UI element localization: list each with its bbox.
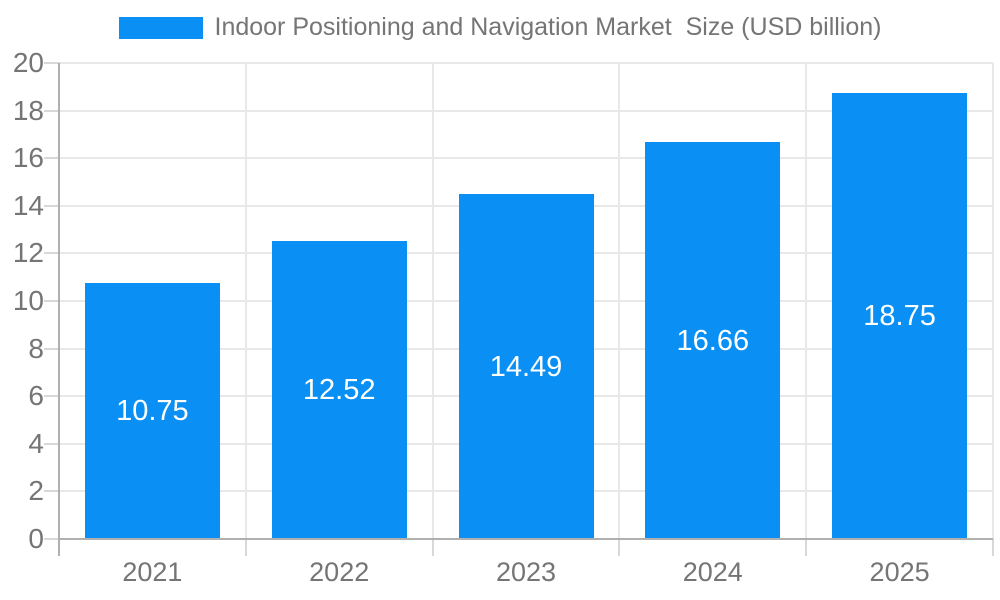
x-axis-label: 2023 bbox=[495, 557, 557, 587]
gridline-vertical bbox=[992, 63, 994, 539]
y-axis-line bbox=[58, 63, 60, 556]
y-axis-label: 12 bbox=[12, 237, 44, 269]
bar-2023[interactable] bbox=[458, 194, 594, 539]
x-axis-label: 2021 bbox=[122, 557, 183, 587]
y-axis-tick bbox=[44, 442, 59, 445]
bar-2021[interactable] bbox=[84, 283, 220, 539]
x-axis-tick bbox=[805, 539, 808, 556]
gridline-horizontal bbox=[59, 157, 993, 160]
gridline-vertical bbox=[244, 63, 247, 539]
y-axis-tick bbox=[44, 157, 59, 160]
y-axis-label: 4 bbox=[28, 427, 44, 459]
y-axis-label: 0 bbox=[28, 523, 44, 554]
bar-value-label: 12.52 bbox=[302, 374, 376, 406]
gridline-vertical bbox=[805, 63, 808, 539]
y-axis-tick bbox=[44, 109, 59, 112]
x-axis-tick bbox=[431, 539, 434, 556]
y-axis-label: 14 bbox=[12, 189, 44, 221]
x-axis-tick bbox=[992, 539, 994, 556]
gridline-vertical bbox=[618, 63, 621, 539]
x-axis-label: 2024 bbox=[682, 557, 743, 587]
y-axis-tick bbox=[44, 62, 59, 64]
y-axis-tick bbox=[44, 490, 59, 493]
y-axis-tick bbox=[44, 538, 59, 540]
y-axis-label: 10 bbox=[12, 285, 44, 316]
y-axis-label: 16 bbox=[12, 142, 44, 174]
y-axis-label: 2 bbox=[28, 475, 44, 507]
bar-2025[interactable] bbox=[832, 92, 968, 539]
gridline-horizontal bbox=[59, 62, 993, 64]
x-axis-tick bbox=[244, 539, 247, 556]
bar-2022[interactable] bbox=[271, 241, 407, 539]
y-axis-label: 18 bbox=[12, 94, 44, 126]
bar-value-label: 14.49 bbox=[489, 350, 563, 383]
y-axis-tick bbox=[44, 204, 59, 207]
y-axis-label: 8 bbox=[28, 332, 44, 364]
bar-value-label: 16.66 bbox=[676, 324, 750, 357]
x-axis-label: 2022 bbox=[309, 557, 370, 587]
x-axis-tick bbox=[618, 539, 621, 556]
bar-value-label: 10.75 bbox=[116, 395, 189, 428]
y-axis-label: 20 bbox=[12, 47, 44, 78]
bar-2024[interactable] bbox=[645, 142, 781, 539]
gridline-vertical bbox=[431, 63, 434, 539]
gridline-horizontal bbox=[59, 109, 993, 112]
y-axis-tick bbox=[44, 252, 59, 255]
x-axis-line bbox=[59, 538, 993, 540]
legend-swatch bbox=[118, 16, 203, 39]
bar-value-label: 18.75 bbox=[863, 299, 936, 332]
y-axis-label: 6 bbox=[28, 380, 44, 412]
legend[interactable]: Indoor Positioning and Navigation Market… bbox=[0, 13, 1000, 42]
legend-label: Indoor Positioning and Navigation Market… bbox=[214, 13, 882, 41]
y-axis-tick bbox=[44, 300, 59, 302]
y-axis-tick bbox=[44, 395, 59, 398]
y-axis-tick bbox=[44, 347, 59, 350]
x-axis-label: 2025 bbox=[869, 557, 930, 587]
